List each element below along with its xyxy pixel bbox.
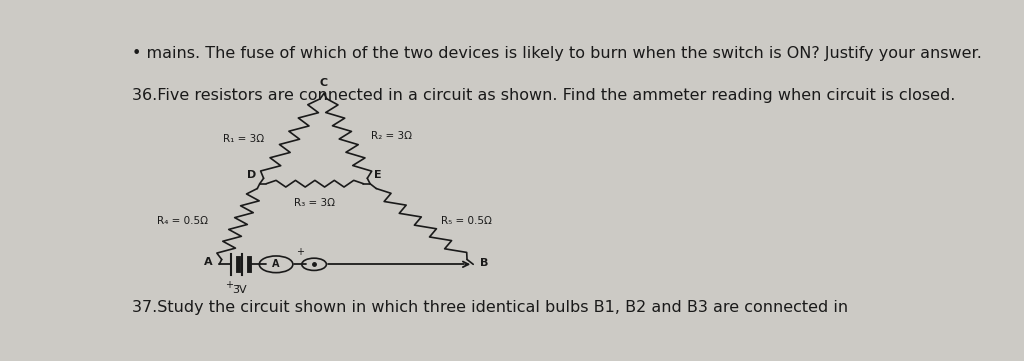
Text: R₄ = 0.5Ω: R₄ = 0.5Ω: [157, 216, 208, 226]
Text: R₅ = 0.5Ω: R₅ = 0.5Ω: [441, 216, 493, 226]
Text: C: C: [319, 78, 328, 88]
Text: E: E: [374, 170, 382, 179]
Text: +: +: [296, 247, 304, 257]
Text: • mains. The fuse of which of the two devices is likely to burn when the switch : • mains. The fuse of which of the two de…: [132, 46, 982, 61]
Text: D: D: [247, 170, 256, 179]
Text: 36.Five resistors are connected in a circuit as shown. Find the ammeter reading : 36.Five resistors are connected in a cir…: [132, 88, 955, 103]
Text: 3V: 3V: [232, 285, 247, 295]
Text: R₁ = 3Ω: R₁ = 3Ω: [223, 134, 264, 144]
Text: A: A: [272, 259, 280, 269]
Text: +: +: [225, 279, 232, 290]
Text: -: -: [236, 279, 240, 290]
Text: 37.Study the circuit shown in which three identical bulbs B1, B2 and B3 are conn: 37.Study the circuit shown in which thre…: [132, 300, 848, 316]
Text: A: A: [205, 257, 213, 266]
Text: R₃ = 3Ω: R₃ = 3Ω: [294, 197, 336, 208]
Text: R₂ = 3Ω: R₂ = 3Ω: [371, 131, 412, 141]
Text: B: B: [479, 258, 488, 268]
